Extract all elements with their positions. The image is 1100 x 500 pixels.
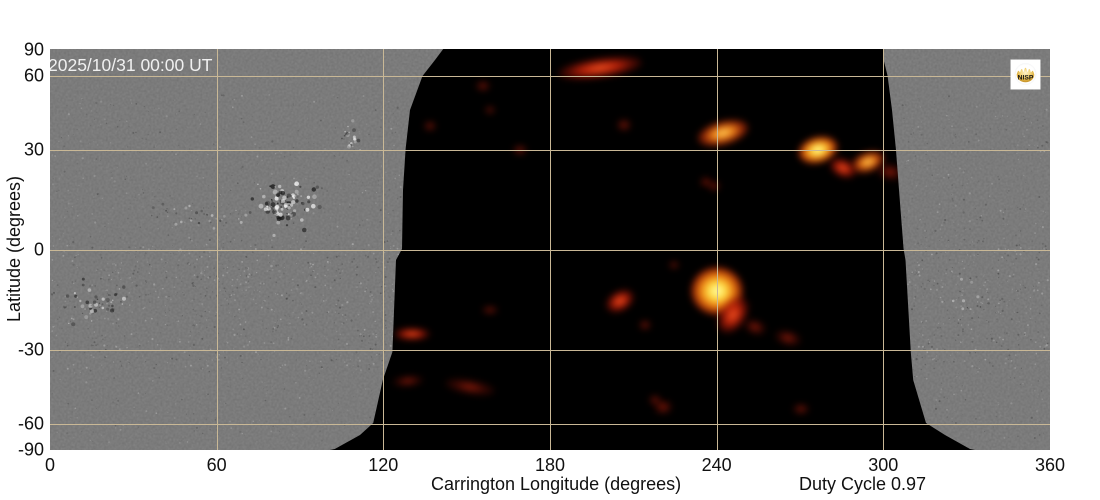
svg-text:NISP: NISP <box>1018 74 1034 81</box>
